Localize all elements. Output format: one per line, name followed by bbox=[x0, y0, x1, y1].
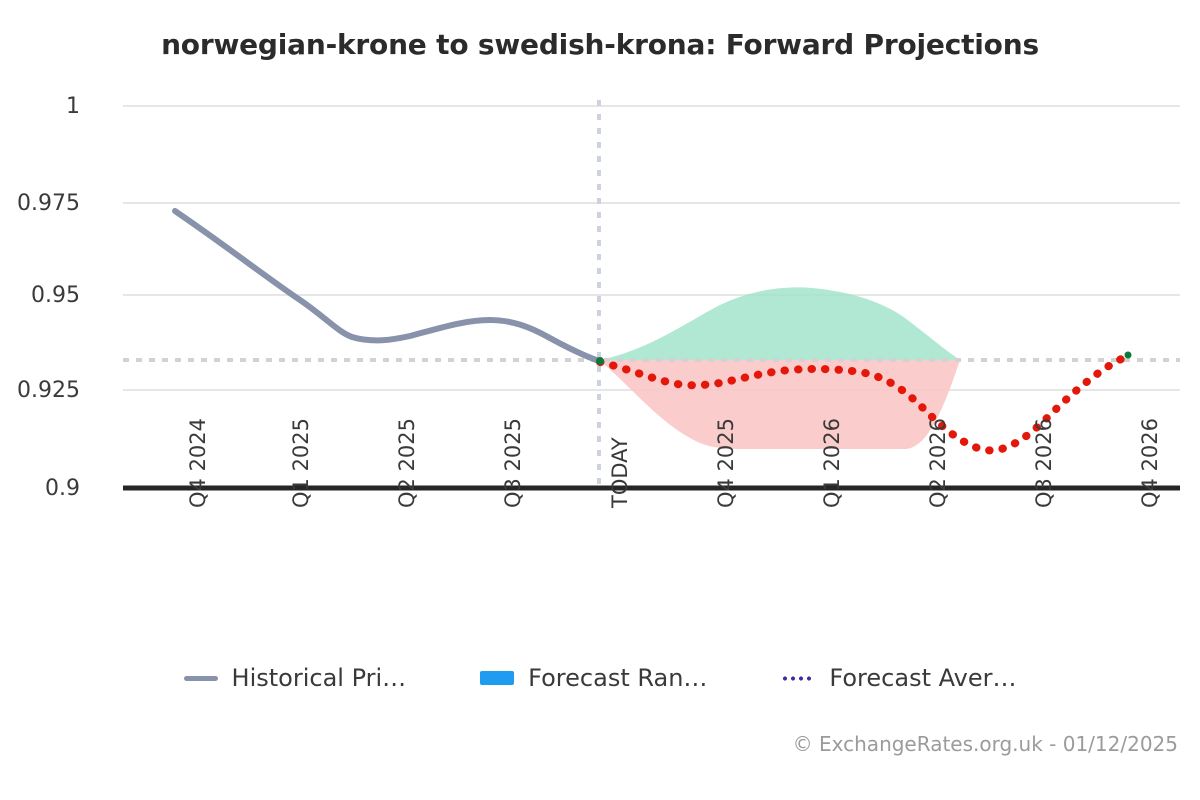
forecast-average-line bbox=[596, 352, 1132, 455]
legend-item-historical-price[interactable]: Historical Pri… bbox=[183, 664, 407, 692]
page-title: norwegian-krone to swedish-krona: Forwar… bbox=[161, 28, 1039, 61]
x-tick-label-q1-2025: Q1 2025 bbox=[289, 417, 313, 508]
today-marker bbox=[596, 357, 604, 365]
x-tick-label-q1-2026: Q1 2026 bbox=[820, 417, 844, 508]
x-tick-label-q4-2026: Q4 2026 bbox=[1138, 417, 1162, 508]
legend-label-forecast-range: Forecast Ran… bbox=[528, 664, 708, 692]
forecast-range-upper-band bbox=[599, 287, 960, 360]
x-tick-label-q3-2026: Q3 2026 bbox=[1032, 417, 1056, 508]
legend-item-forecast-range[interactable]: Forecast Ran… bbox=[480, 664, 707, 692]
x-tick-label-q4-2025: Q4 2025 bbox=[714, 417, 738, 508]
legend-dotted-line-icon bbox=[781, 675, 816, 681]
x-tick-label-q2-2026: Q2 2026 bbox=[926, 417, 950, 508]
historical-price-line bbox=[172, 208, 602, 364]
legend-swatch-icon bbox=[480, 671, 515, 685]
y-tick-label-095: 0.95 bbox=[31, 283, 80, 308]
y-tick-label-0975: 0.975 bbox=[17, 191, 80, 216]
legend-line-icon bbox=[183, 675, 218, 681]
y-tick-label-1: 1 bbox=[66, 94, 80, 119]
legend-item-forecast-average[interactable]: Forecast Aver… bbox=[781, 664, 1016, 692]
x-tick-label-q3-2025: Q3 2025 bbox=[501, 417, 525, 508]
legend-label-forecast-average: Forecast Aver… bbox=[829, 664, 1017, 692]
y-tick-label-0925: 0.925 bbox=[17, 378, 80, 403]
y-tick-label-09: 0.9 bbox=[45, 476, 80, 501]
chart-legend: Historical Pri… Forecast Ran… Forecast A… bbox=[0, 660, 1200, 696]
x-tick-label-q2-2025: Q2 2025 bbox=[395, 417, 419, 508]
forecast-end-marker bbox=[1124, 351, 1132, 359]
x-tick-label-q4-2024: Q4 2024 bbox=[186, 417, 210, 508]
legend-label-historical-price: Historical Pri… bbox=[231, 664, 407, 692]
x-tick-label-today: TODAY bbox=[608, 437, 632, 508]
forecast-range-lower-band bbox=[599, 360, 960, 449]
copyright-footer: © ExchangeRates.org.uk - 01/12/2025 bbox=[792, 732, 1178, 756]
